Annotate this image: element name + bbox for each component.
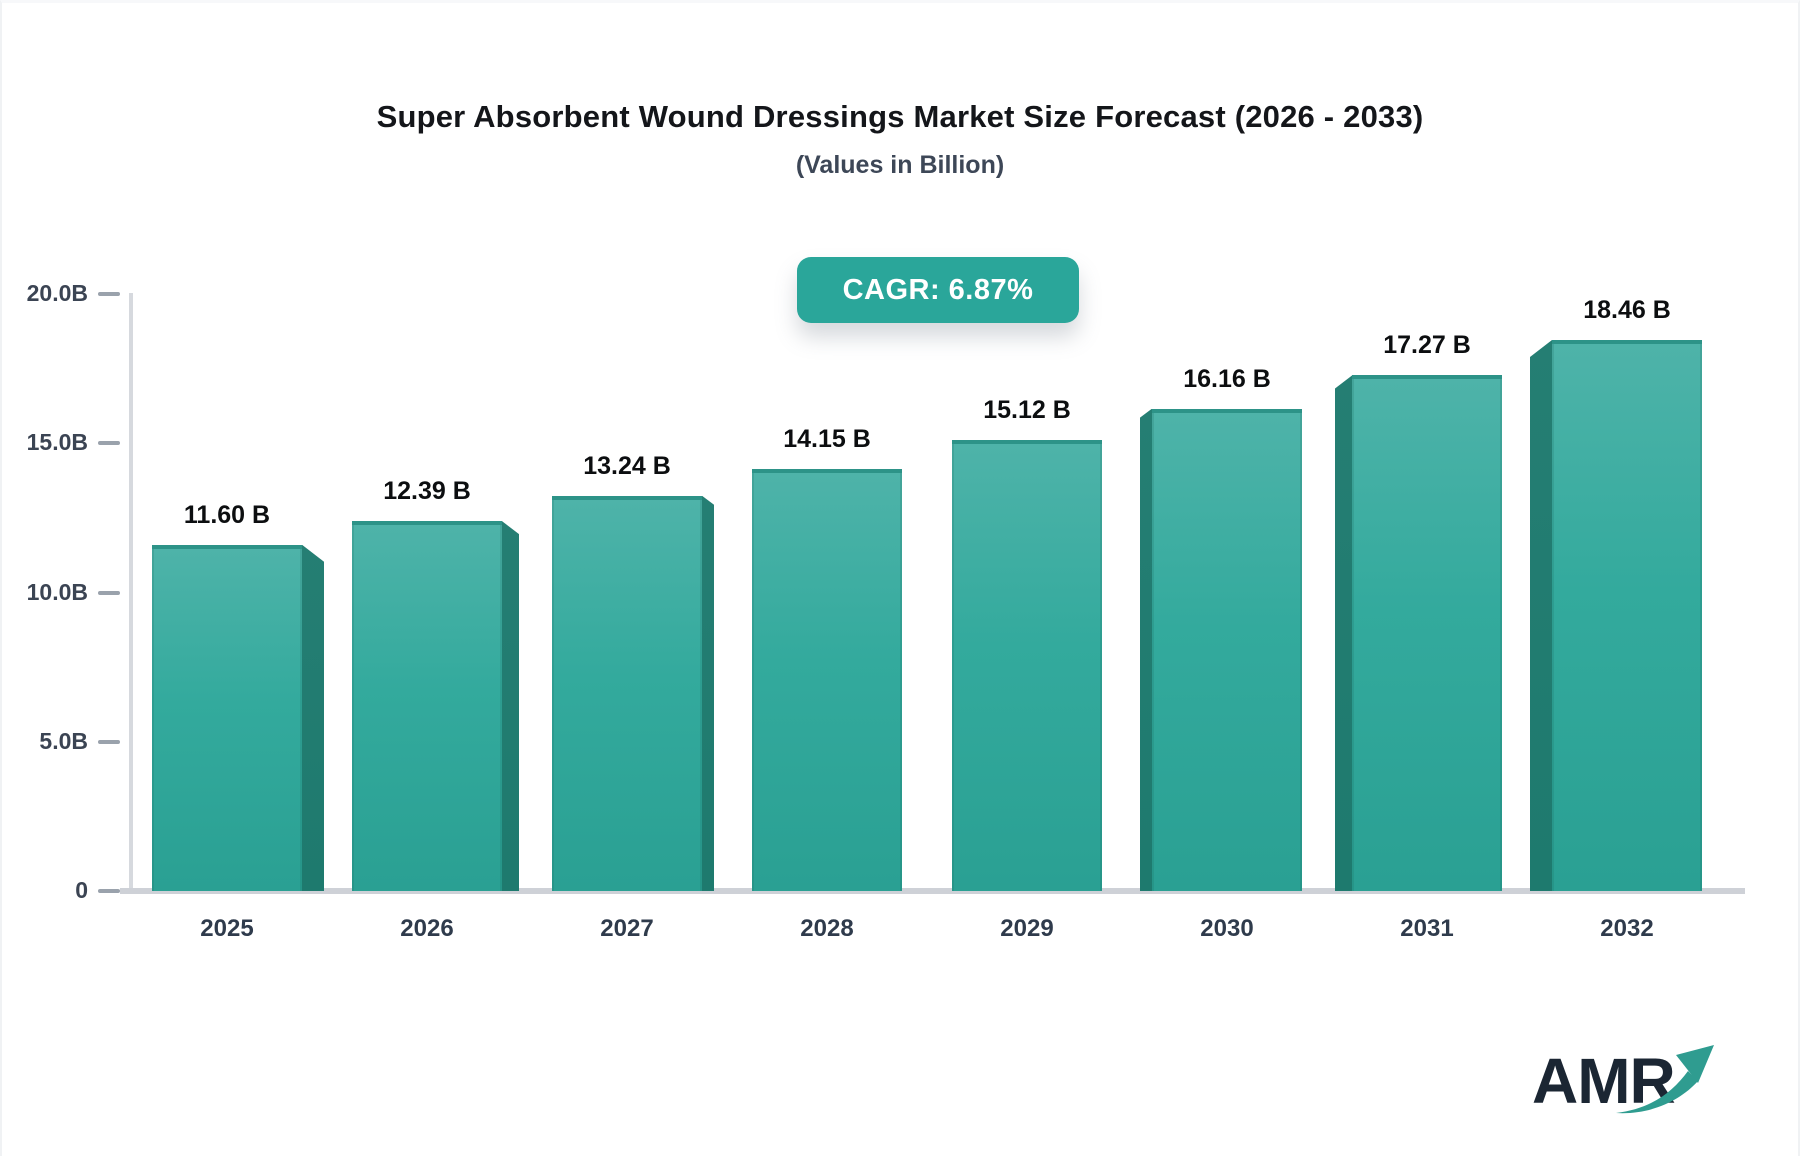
y-tick-mark — [98, 292, 120, 296]
y-tick-mark — [98, 739, 120, 744]
bar-2027 — [552, 495, 702, 891]
x-axis-label-2032: 2032 — [1600, 915, 1654, 942]
logo-arrow-icon — [1616, 1045, 1714, 1114]
x-axis-label-2027: 2027 — [600, 915, 654, 942]
x-axis-label-2026: 2026 — [400, 915, 454, 942]
y-tick-label: 15.0B — [26, 429, 88, 456]
bar-2031 — [1352, 375, 1502, 891]
amr-logo-graphic: AMR — [1532, 1045, 1714, 1117]
bar-side-face — [702, 495, 714, 891]
chart-title: Super Absorbent Wound Dressings Market S… — [376, 99, 1424, 134]
bar-value-label: 15.12 B — [983, 395, 1071, 424]
bar-value-label: 17.27 B — [1383, 331, 1471, 360]
y-tick-mark — [98, 441, 120, 446]
bar-value-label: 12.39 B — [383, 477, 471, 506]
chart-subtitle: (Values in Billion) — [795, 151, 1005, 179]
bar-2025 — [152, 544, 302, 891]
bar-2026 — [352, 521, 502, 891]
cagr-badge: CAGR: 6.87% — [797, 257, 1079, 323]
x-axis-label-2028: 2028 — [800, 915, 854, 942]
y-tick-label: 0 — [75, 877, 88, 903]
x-axis-label-2025: 2025 — [200, 915, 254, 942]
amr-logo: AMR — [1524, 1031, 1774, 1126]
bar-value-label: 11.60 B — [183, 500, 271, 529]
bar-side-face — [1140, 408, 1152, 891]
y-tick-label: 10.0B — [26, 578, 88, 605]
y-tick-label: 20.0B — [26, 280, 88, 306]
bar-side-face — [502, 521, 519, 891]
bar-side-face — [1335, 375, 1352, 891]
bar-value-label: 13.24 B — [583, 451, 671, 480]
bar-value-label: 14.15 B — [783, 424, 871, 453]
y-tick-mark — [98, 590, 120, 595]
x-axis-baseline — [120, 888, 1745, 894]
bar-2030 — [1152, 408, 1302, 891]
y-axis-line — [129, 293, 133, 894]
bar-side-face — [302, 544, 324, 891]
y-tick-mark — [98, 889, 120, 893]
y-tick-label: 5.0B — [39, 727, 88, 754]
bar-2028 — [752, 468, 902, 891]
bar-side-face — [1530, 339, 1552, 891]
x-axis-label-2031: 2031 — [1400, 915, 1454, 942]
x-axis-label-2029: 2029 — [1000, 915, 1054, 942]
bar-2032 — [1552, 339, 1702, 891]
bar-value-label: 18.46 B — [1583, 295, 1671, 324]
x-axis-label-2030: 2030 — [1200, 915, 1254, 942]
bar-2029 — [952, 439, 1102, 891]
bar-value-label: 16.16 B — [1183, 364, 1271, 393]
